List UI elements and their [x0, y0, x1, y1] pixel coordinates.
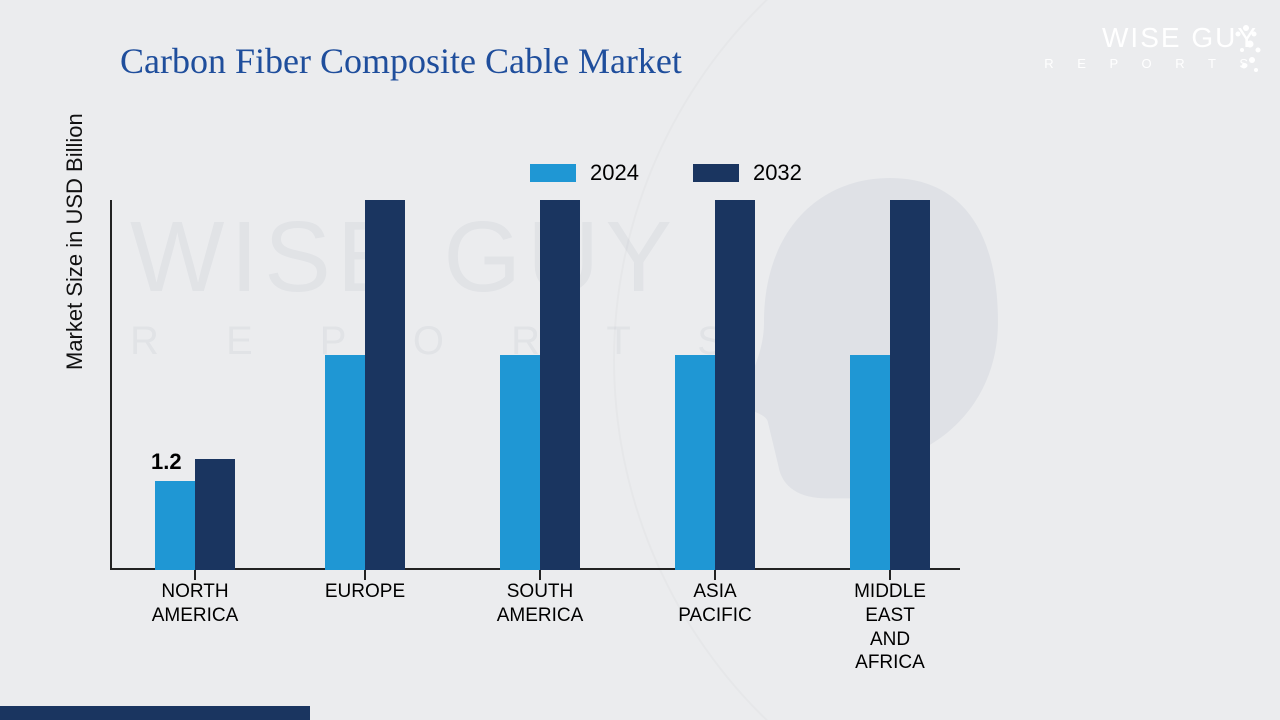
right-panel: [970, 0, 1280, 720]
legend-swatch-2032: [693, 164, 739, 182]
chart-title: Carbon Fiber Composite Cable Market: [120, 40, 682, 82]
bar-chart: NORTHAMERICA1.2EUROPESOUTHAMERICAASIAPAC…: [110, 200, 960, 570]
brand-logo: WISE GUY R E P O R T S: [1044, 22, 1258, 71]
bar-2032: [195, 459, 235, 570]
x-tick: [194, 570, 196, 580]
bar-2032: [365, 200, 405, 570]
y-axis-line: [110, 200, 112, 570]
category-label: NORTHAMERICA: [125, 580, 265, 628]
x-tick: [364, 570, 366, 580]
bar-group: [155, 459, 235, 570]
category-label: SOUTHAMERICA: [470, 580, 610, 628]
logo-line-1: WISE GUY: [1044, 22, 1258, 54]
y-axis-label: Market Size in USD Billion: [62, 113, 88, 370]
bar-value-label: 1.2: [151, 449, 182, 475]
bar-2032: [715, 200, 755, 570]
legend-label-2024: 2024: [590, 160, 639, 186]
legend-item-2032: 2032: [693, 160, 802, 186]
bar-group: [675, 200, 755, 570]
bar-2032: [540, 200, 580, 570]
x-tick: [889, 570, 891, 580]
bar-2024: [155, 481, 195, 570]
bar-group: [500, 200, 580, 570]
bar-group: [850, 200, 930, 570]
bar-2024: [675, 355, 715, 570]
logo-line-2: R E P O R T S: [1044, 56, 1258, 71]
bar-2024: [325, 355, 365, 570]
bar-2024: [850, 355, 890, 570]
legend-label-2032: 2032: [753, 160, 802, 186]
footer-accent-bar: [0, 706, 310, 720]
category-label: MIDDLEEASTANDAFRICA: [820, 580, 960, 675]
legend: 2024 2032: [530, 160, 802, 186]
bar-2032: [890, 200, 930, 570]
x-tick: [539, 570, 541, 580]
legend-item-2024: 2024: [530, 160, 639, 186]
legend-swatch-2024: [530, 164, 576, 182]
bar-2024: [500, 355, 540, 570]
category-label: EUROPE: [295, 580, 435, 604]
x-tick: [714, 570, 716, 580]
category-label: ASIAPACIFIC: [645, 580, 785, 628]
bar-group: [325, 200, 405, 570]
